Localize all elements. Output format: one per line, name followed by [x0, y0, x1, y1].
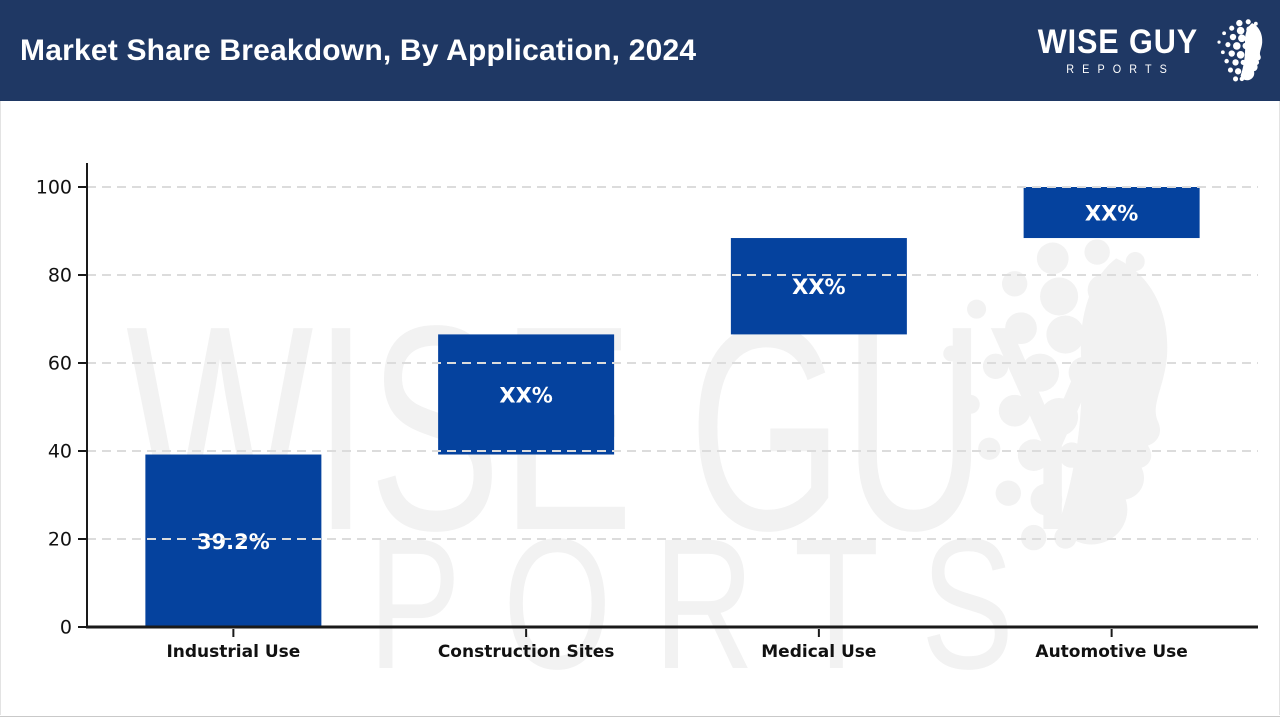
page-title: Market Share Breakdown, By Application, …: [20, 33, 697, 67]
bar-value-label-medical-use: XX%: [792, 275, 845, 299]
market-share-chart: 39.2% XX% XX% XX% 0 20 40 60 80 100 Industrial Use…: [36, 163, 1258, 662]
bar-automotive-use: [1023, 187, 1200, 239]
bar-medical-use: [730, 238, 907, 335]
logo-wordmark: WISE GUY: [1037, 23, 1198, 61]
bar-value-label-construction-sites: XX%: [499, 383, 552, 407]
y-tick-label-0: 0: [60, 617, 72, 639]
y-tick-label-40: 40: [48, 441, 72, 463]
x-axis-label-automotive-use: Automotive Use: [1035, 642, 1187, 662]
bar-construction-sites: [438, 334, 615, 455]
header-banner: Market Share Breakdown, By Application, …: [0, 0, 1280, 101]
bar-value-label-automotive-use: XX%: [1085, 202, 1138, 226]
y-tick-label-20: 20: [48, 529, 72, 551]
bar-industrial-use: [145, 454, 322, 627]
y-tick-label-80: 80: [48, 265, 72, 287]
footer-divider: [0, 716, 1280, 717]
x-axis-label-industrial-use: Industrial Use: [166, 642, 300, 662]
logo-text: WISE GUY REPORTS: [1038, 25, 1198, 76]
x-axis-label-medical-use: Medical Use: [761, 642, 876, 662]
logo-subtext: REPORTS: [1066, 62, 1175, 76]
bar-value-label-industrial-use: 39.2%: [197, 530, 270, 554]
x-axis-label-construction-sites: Construction Sites: [438, 642, 615, 662]
wiseguy-logo: WISE GUY REPORTS: [1020, 8, 1266, 94]
y-tick-label-60: 60: [48, 353, 72, 375]
y-tick-label-100: 100: [36, 177, 72, 199]
logo-head-icon: [1217, 18, 1263, 81]
